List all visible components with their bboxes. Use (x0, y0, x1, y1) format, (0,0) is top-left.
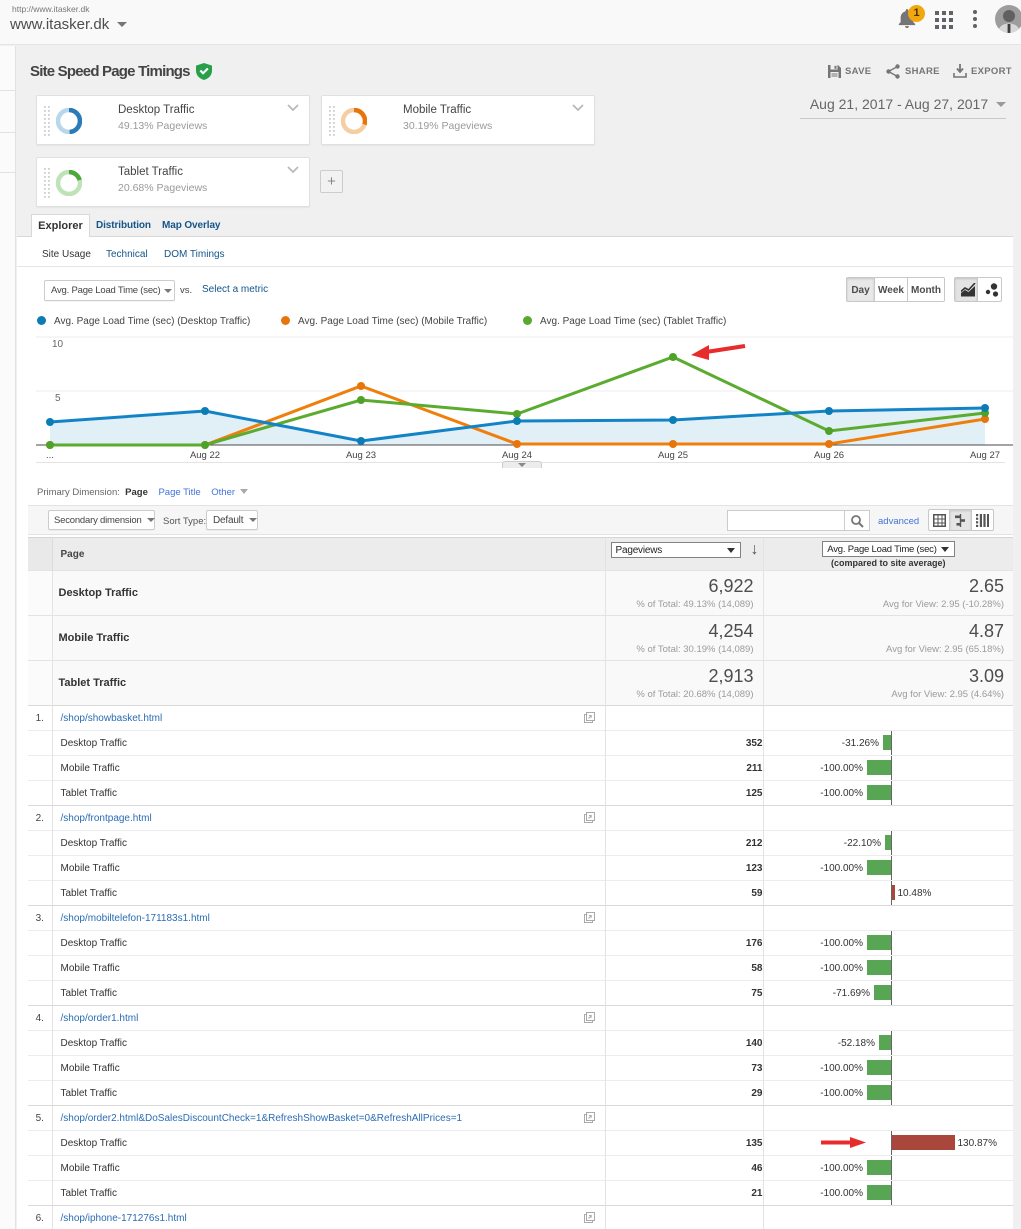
svg-text:...: ... (46, 450, 54, 461)
svg-text:Aug 26: Aug 26 (814, 450, 844, 461)
svg-text:Aug 24: Aug 24 (502, 450, 532, 461)
svg-text:Aug 23: Aug 23 (346, 450, 376, 461)
svg-text:5: 5 (55, 393, 61, 404)
svg-text:Aug 25: Aug 25 (658, 450, 688, 461)
svg-text:Aug 27: Aug 27 (970, 450, 1000, 461)
svg-text:10: 10 (52, 339, 64, 350)
svg-text:Aug 22: Aug 22 (190, 450, 220, 461)
